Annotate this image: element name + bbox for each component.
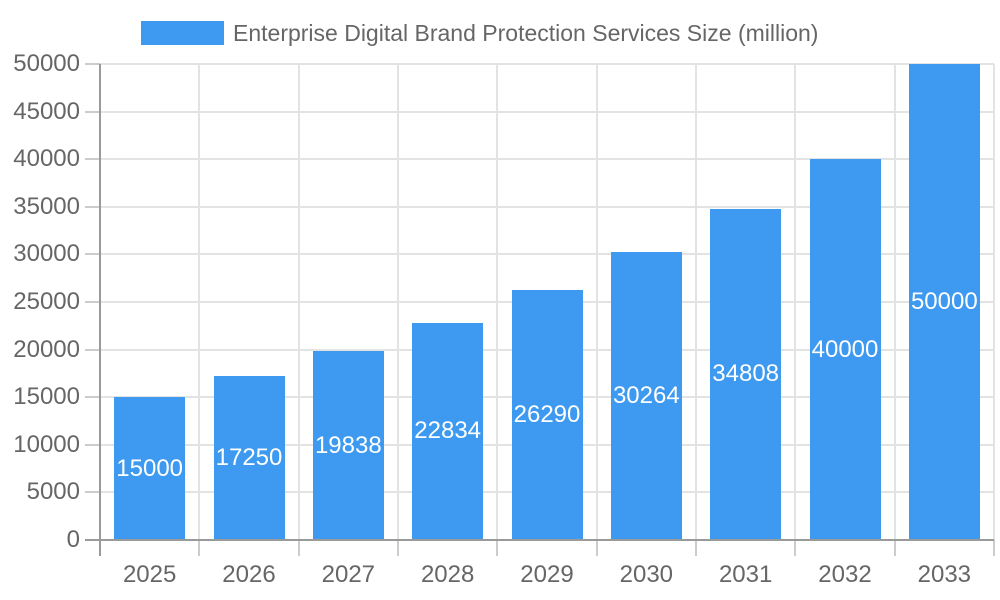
bar: 30264: [610, 251, 682, 540]
y-axis-label: 50000: [13, 50, 80, 77]
bar-value-label: 40000: [811, 335, 879, 363]
x-axis-tick: [993, 540, 995, 556]
x-axis-tick: [595, 540, 598, 556]
y-axis-label: 10000: [13, 430, 80, 458]
y-axis-tick: [85, 396, 100, 399]
bar-value-label: 34808: [712, 360, 780, 388]
gridline-vertical: [297, 64, 300, 540]
x-axis-tick: [496, 540, 499, 556]
legend-swatch: [141, 21, 224, 45]
x-axis-label: 2031: [718, 561, 773, 588]
bar-value-label: 50000: [910, 288, 978, 315]
y-axis-line: [99, 64, 101, 556]
gridline-vertical: [993, 64, 995, 540]
bar-value-label: 26290: [513, 400, 581, 428]
gridline-vertical: [198, 64, 201, 540]
y-axis-label: 45000: [13, 97, 80, 125]
x-axis-label: 2033: [917, 561, 972, 588]
x-axis-label: 2027: [321, 561, 376, 588]
y-axis-tick: [85, 110, 100, 113]
y-axis-label: 25000: [13, 288, 80, 315]
gridline-vertical: [397, 64, 399, 540]
y-axis-label: 35000: [13, 192, 80, 220]
legend-label: Enterprise Digital Brand Protection Serv…: [233, 20, 819, 46]
y-axis-label: 5000: [26, 478, 80, 506]
bar: 50000: [908, 64, 980, 540]
y-axis-tick: [85, 63, 100, 65]
y-axis-tick: [85, 491, 100, 494]
y-axis-tick: [85, 348, 100, 351]
bar: 15000: [114, 397, 186, 540]
x-axis-tick: [297, 540, 300, 556]
gridline-vertical: [496, 64, 499, 540]
gridline-vertical: [595, 64, 598, 540]
legend-item[interactable]: Enterprise Digital Brand Protection Serv…: [141, 21, 818, 45]
gridline-vertical: [695, 64, 697, 540]
x-axis-tick: [397, 540, 399, 556]
bar-value-label: 17250: [215, 443, 283, 471]
x-axis-label: 2026: [222, 561, 276, 588]
x-axis-label: 2028: [420, 561, 475, 588]
y-axis-tick: [85, 443, 100, 446]
y-axis-label: 20000: [13, 335, 80, 363]
bar: 26290: [511, 289, 583, 540]
x-axis-label: 2029: [520, 561, 574, 588]
gridline-vertical: [893, 64, 896, 540]
x-axis-tick: [695, 540, 697, 556]
y-axis-label: 40000: [13, 145, 80, 173]
bar: 34808: [710, 208, 782, 540]
bar-value-label: 15000: [116, 454, 184, 482]
gridline-horizontal: [100, 110, 994, 113]
gridline-horizontal: [100, 63, 994, 65]
y-axis-tick: [85, 205, 100, 208]
y-axis-tick: [85, 158, 100, 161]
bar: 22834: [412, 322, 484, 540]
x-axis-tick: [794, 540, 797, 556]
x-axis-line: [85, 539, 994, 541]
x-axis-tick: [893, 540, 896, 556]
y-axis-tick: [85, 301, 100, 303]
x-axis-tick: [198, 540, 201, 556]
y-axis-tick: [85, 253, 100, 256]
bar-value-label: 19838: [314, 431, 382, 459]
bar: 19838: [312, 351, 384, 540]
bar: 40000: [809, 159, 881, 540]
gridline-horizontal: [100, 253, 994, 256]
gridline-horizontal: [100, 158, 994, 161]
bar: 17250: [213, 375, 285, 540]
x-axis-label: 2025: [122, 561, 177, 588]
bar-value-label: 30264: [612, 381, 680, 409]
bar-value-label: 22834: [414, 417, 482, 445]
y-axis-label: 15000: [13, 383, 80, 411]
gridline-vertical: [794, 64, 797, 540]
x-axis-label: 2030: [619, 561, 674, 588]
y-axis-label: 30000: [13, 240, 80, 268]
gridline-horizontal: [100, 205, 994, 208]
y-axis-label: 0: [66, 526, 80, 553]
x-axis-label: 2032: [818, 561, 872, 588]
